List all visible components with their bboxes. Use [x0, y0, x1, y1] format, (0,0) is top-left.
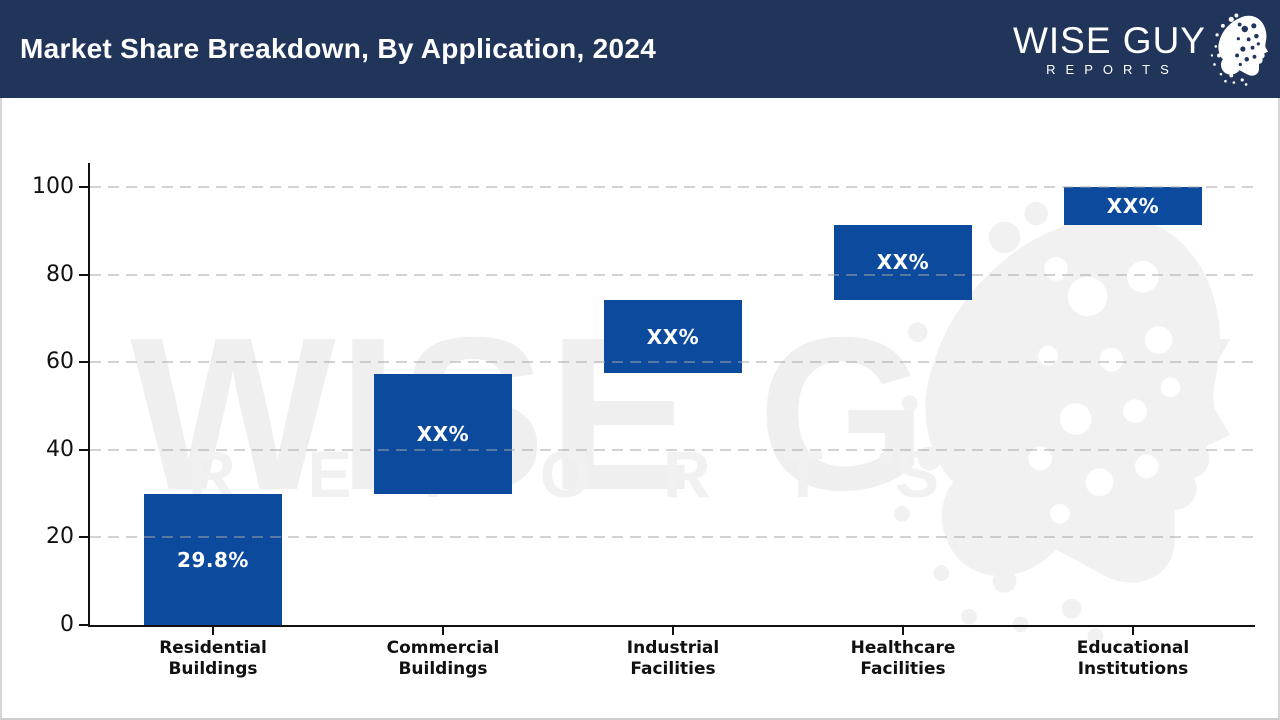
chart-panel: WISE GUY REPORTS 0 20 40 60 80 100 29.8% Reside…	[0, 98, 1280, 720]
gridline	[90, 448, 1255, 451]
gridline	[90, 536, 1255, 539]
brand-logo-text: WISE GUY REPORTS	[1013, 22, 1206, 77]
y-tick-mark	[79, 361, 88, 364]
bar-commercial: XX%	[374, 373, 512, 495]
bar-residential: 29.8%	[144, 494, 282, 625]
bar-value-label: XX%	[1106, 193, 1160, 218]
brand-logo: WISE GUY REPORTS	[1013, 6, 1268, 92]
y-tick-mark	[79, 536, 88, 539]
x-category-label: Residential Buildings	[159, 638, 267, 679]
x-category-label: Educational Institutions	[1076, 638, 1190, 679]
y-axis-line	[88, 163, 90, 627]
brand-subtitle: REPORTS	[1046, 61, 1179, 77]
gridline	[90, 186, 1255, 188]
y-tick-label: 0	[60, 612, 74, 637]
bar-healthcare: XX%	[834, 224, 972, 300]
x-tick-mark	[212, 627, 214, 635]
y-tick-label: 80	[46, 261, 74, 287]
gridline	[90, 273, 1255, 276]
bar-educational: XX%	[1064, 187, 1202, 225]
brand-head-icon	[1210, 10, 1268, 88]
waterfall-chart: 0 20 40 60 80 100 29.8% Residential Buildings XX%…	[2, 98, 1278, 718]
y-tick-label: 60	[46, 349, 74, 375]
x-tick-mark	[672, 627, 674, 635]
y-tick-label: 40	[46, 436, 74, 462]
gridline	[90, 361, 1255, 364]
bar-industrial: XX%	[604, 300, 742, 374]
x-axis-line	[88, 625, 1255, 627]
x-category-label: Commercial Buildings	[386, 638, 500, 679]
y-tick-mark	[79, 448, 88, 451]
y-tick-mark	[79, 624, 88, 626]
x-category-label: Healthcare Facilities	[850, 638, 956, 679]
x-tick-mark	[1132, 627, 1134, 635]
y-tick-mark	[79, 186, 88, 188]
brand-name: WISE GUY	[1012, 19, 1206, 61]
bar-value-label: XX%	[876, 250, 930, 275]
y-tick-label: 100	[32, 174, 74, 199]
header-bar: Market Share Breakdown, By Application, …	[0, 0, 1280, 98]
bar-value-label: XX%	[646, 324, 700, 349]
page-title: Market Share Breakdown, By Application, …	[20, 33, 657, 64]
x-category-label: Industrial Facilities	[626, 638, 720, 679]
bar-value-label: 29.8%	[177, 547, 249, 572]
y-tick-label: 20	[46, 524, 74, 550]
bar-value-label: XX%	[416, 422, 470, 447]
x-tick-mark	[902, 627, 904, 635]
x-tick-mark	[442, 627, 444, 635]
y-tick-mark	[79, 273, 88, 276]
